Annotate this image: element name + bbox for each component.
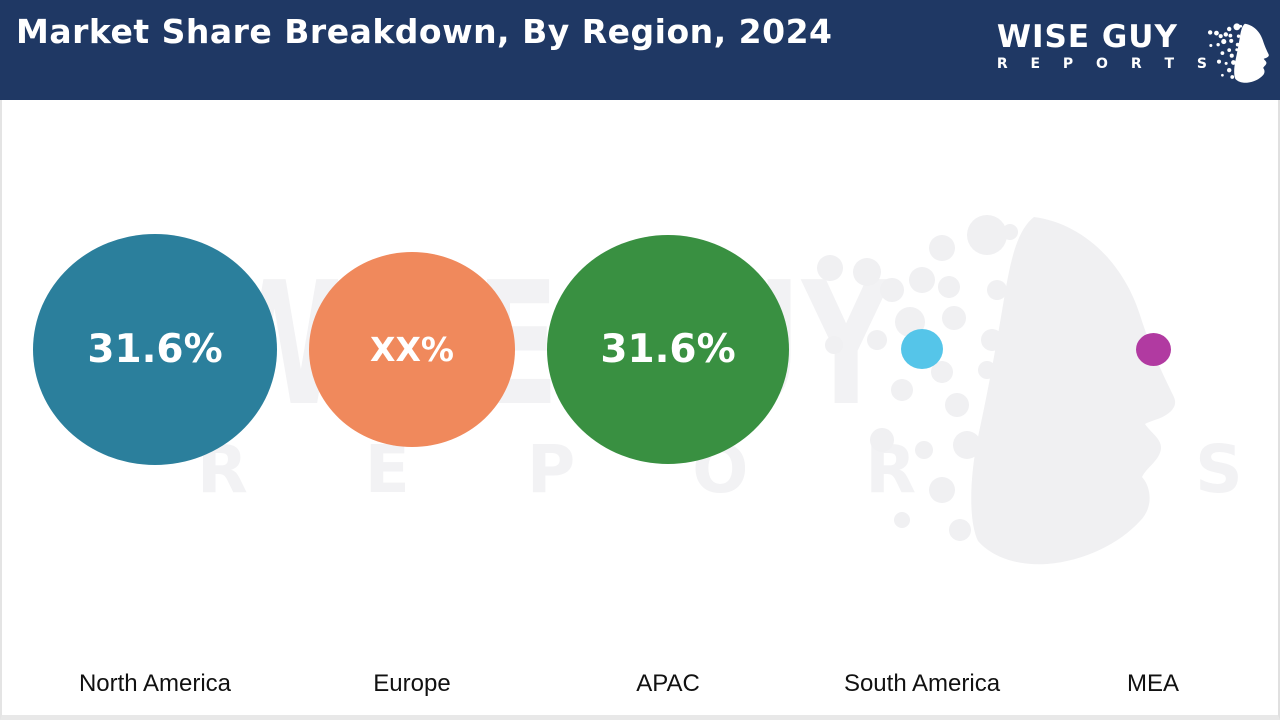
logo-wordmark: WISE GUY xyxy=(996,19,1178,55)
bubble-apac: 31.6% xyxy=(547,234,789,464)
watermark-subtitle: R E P O R T S xyxy=(197,431,1280,508)
category-label-mea: MEA xyxy=(1126,670,1179,697)
category-label-apac: APAC xyxy=(636,670,700,697)
logo-text: WISE GUY R E P O R T S xyxy=(997,8,1216,72)
logo-head-icon xyxy=(1207,23,1269,83)
category-label-north-america: North America xyxy=(78,670,232,697)
page-title: Market Share Breakdown, By Region, 2024 xyxy=(16,12,833,51)
bubble-mea xyxy=(1135,332,1171,366)
bubble-north-america: 31.6% xyxy=(33,233,277,465)
category-label-europe: Europe xyxy=(373,670,451,697)
watermark-head-icon xyxy=(817,215,1176,565)
chart-area: WISE GUY R E P O R T S 31.6%XX%31.6% Nor… xyxy=(0,100,1280,720)
bubble-value-label: XX% xyxy=(370,329,454,369)
logo-subtitle: R E P O R T S xyxy=(996,56,1216,73)
bubble-value-label: 31.6% xyxy=(87,326,223,372)
header-bar: Market Share Breakdown, By Region, 2024 … xyxy=(0,0,1280,100)
bubble-europe: XX% xyxy=(309,251,515,447)
bubble-south-america xyxy=(901,329,943,369)
bubble-value-label: 31.6% xyxy=(600,326,736,372)
wise-guy-reports-logo: WISE GUY R E P O R T S xyxy=(997,0,1280,83)
category-label-south-america: South America xyxy=(843,670,1001,697)
